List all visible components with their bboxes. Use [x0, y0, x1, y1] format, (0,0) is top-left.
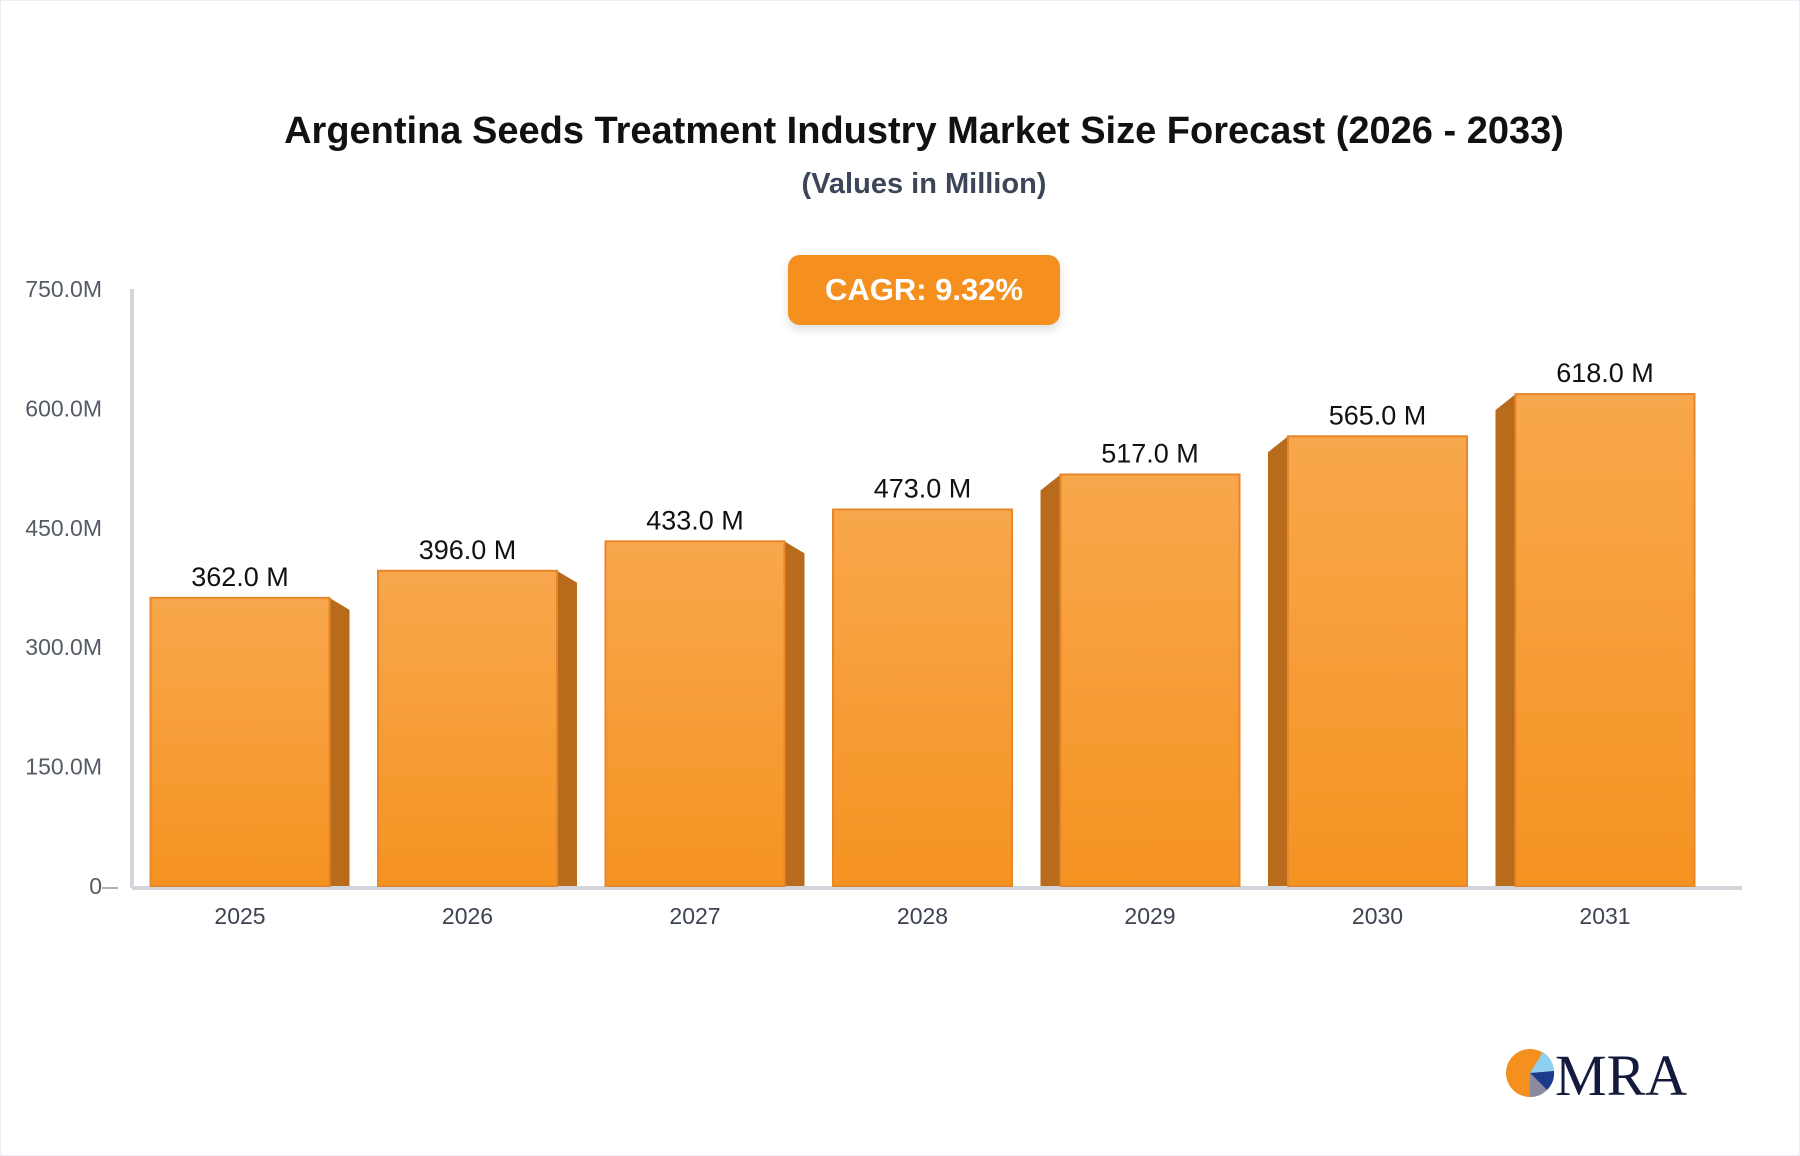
data-label: 473.0 M	[874, 473, 972, 503]
data-label: 565.0 M	[1329, 400, 1427, 430]
bar-side	[1268, 436, 1288, 886]
x-tick-label: 2031	[1579, 903, 1630, 929]
y-tick-label: 750.0M	[25, 276, 102, 302]
data-label: 618.0 M	[1556, 358, 1654, 388]
bar-side	[1040, 474, 1061, 886]
bar-group: 473.0 M 2028	[832, 473, 1013, 929]
x-tick-label: 2028	[897, 903, 948, 929]
bar-group: 517.0 M 2029	[1040, 438, 1241, 929]
data-label: 396.0 M	[419, 535, 517, 565]
x-tick-label: 2025	[214, 903, 265, 929]
chart-title: Argentina Seeds Treatment Industry Marke…	[284, 110, 1564, 152]
bar	[1059, 473, 1241, 887]
bar-group: 565.0 M 2030	[1268, 400, 1468, 929]
y-tick-label: 600.0M	[25, 395, 102, 421]
bar	[604, 540, 786, 887]
y-tick-label: 0	[89, 873, 102, 899]
bar-group: 362.0 M 2025	[149, 562, 350, 929]
mra-logo: MRA	[1503, 1040, 1703, 1102]
bar-group: 396.0 M 2026	[377, 535, 577, 929]
bar-side	[329, 597, 350, 886]
x-tick-label: 2026	[442, 903, 493, 929]
y-tick-label: 300.0M	[25, 634, 102, 660]
bar-side	[784, 541, 805, 886]
data-label: 517.0 M	[1101, 438, 1199, 468]
logo-text: MRA	[1555, 1043, 1687, 1102]
bar	[149, 596, 331, 888]
bar-side	[1495, 394, 1516, 886]
bar-group: 433.0 M 2027	[604, 505, 805, 929]
x-tick-label: 2029	[1124, 903, 1175, 929]
cagr-badge: CAGR: 9.32%	[788, 255, 1060, 325]
bar	[1514, 393, 1696, 887]
chart-subtitle: (Values in Million)	[801, 168, 1047, 200]
x-tick-label: 2027	[669, 903, 720, 929]
y-tick-label: 450.0M	[25, 515, 102, 541]
bar	[832, 508, 1013, 887]
y-tick-label: 150.0M	[25, 754, 102, 780]
data-label: 433.0 M	[646, 505, 744, 535]
x-tick-label: 2030	[1352, 903, 1403, 929]
bar	[377, 569, 558, 887]
bar	[1287, 435, 1468, 887]
bar-side	[557, 570, 577, 886]
data-label: 362.0 M	[191, 562, 289, 592]
bar-group: 618.0 M 2031	[1495, 358, 1696, 929]
